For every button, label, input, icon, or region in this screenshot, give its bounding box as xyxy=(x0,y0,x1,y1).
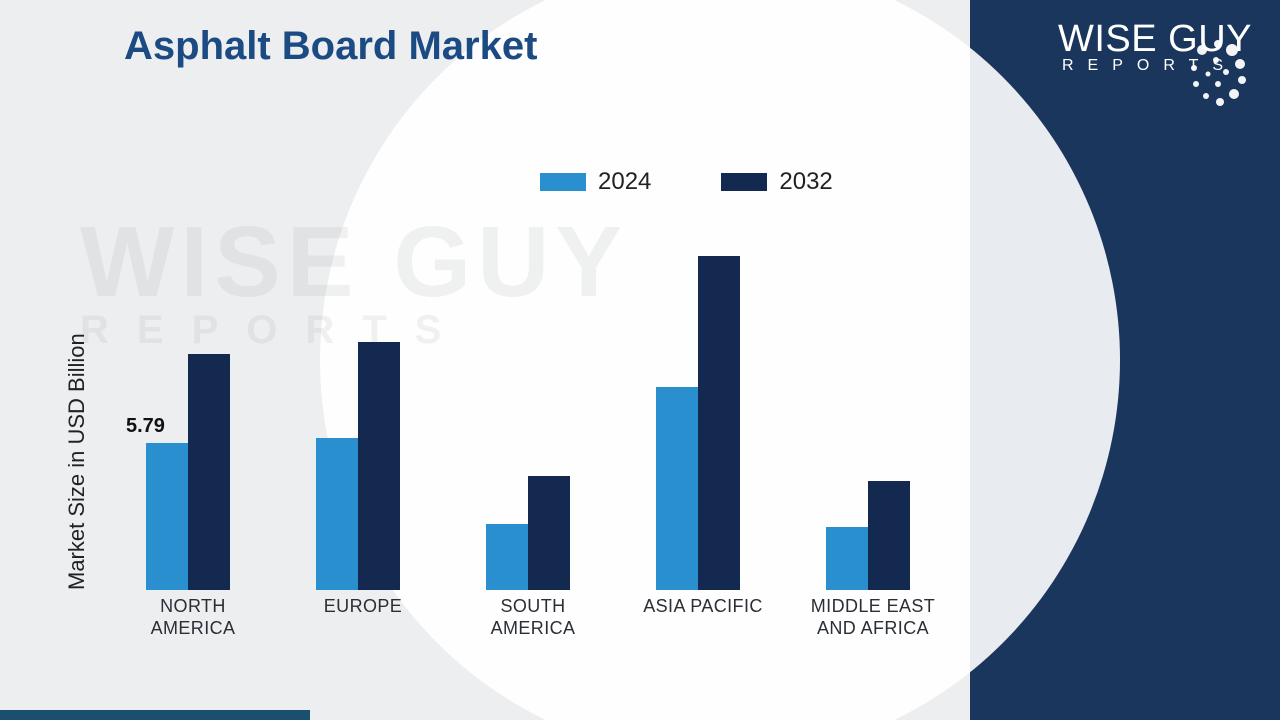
legend: 2024 2032 xyxy=(540,168,833,196)
bar-2032 xyxy=(528,476,570,590)
legend-label: 2024 xyxy=(598,168,651,196)
category-label: NORTH AMERICA xyxy=(118,590,268,639)
brand-head-icon xyxy=(1182,34,1252,114)
brand-logo: WISE GUY REPORTS xyxy=(1058,18,1252,75)
footer-accent xyxy=(0,710,310,720)
bar-2024 xyxy=(656,387,698,590)
bar-2032 xyxy=(358,342,400,590)
chart-title: Asphalt Board Market xyxy=(124,24,537,69)
category-label: MIDDLE EAST AND AFRICA xyxy=(798,590,948,639)
legend-label: 2032 xyxy=(779,168,832,196)
stage: WISE GUY REPORTS WISE GUY REPORTS Asphal… xyxy=(0,0,1280,720)
value-label: 5.79 xyxy=(126,415,165,438)
legend-item-2024: 2024 xyxy=(540,168,651,196)
bar-2024 xyxy=(826,527,868,590)
category-label: EUROPE xyxy=(288,590,438,618)
y-axis-label: Market Size in USD Billion xyxy=(64,333,90,590)
legend-swatch xyxy=(721,173,767,191)
bar-chart: NORTH AMERICAEUROPESOUTH AMERICAASIA PAC… xyxy=(108,210,938,590)
bar-2032 xyxy=(698,256,740,590)
bar-2024 xyxy=(316,438,358,590)
legend-item-2032: 2032 xyxy=(721,168,832,196)
bar-2024 xyxy=(146,443,188,590)
category-label: SOUTH AMERICA xyxy=(458,590,608,639)
category-label: ASIA PACIFIC xyxy=(628,590,778,618)
bar-2032 xyxy=(868,481,910,590)
bar-2032 xyxy=(188,354,230,590)
legend-swatch xyxy=(540,173,586,191)
bar-2024 xyxy=(486,524,528,590)
